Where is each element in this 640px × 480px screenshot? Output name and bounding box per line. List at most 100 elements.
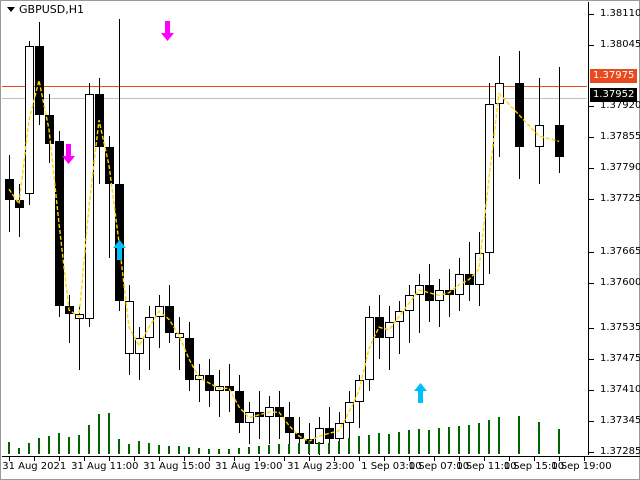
price-tick-label: 1.37665 — [600, 246, 640, 257]
volume-bar — [308, 441, 310, 454]
candle-wick — [559, 67, 560, 174]
time-tick-label: 31 Aug 11:00 — [71, 461, 139, 472]
volume-bar — [448, 427, 450, 454]
volume-bar — [68, 437, 70, 454]
symbol-bar[interactable]: GBPUSD,H1 — [1, 1, 640, 17]
candle-wick — [199, 364, 200, 402]
time-tick — [534, 456, 535, 461]
price-axis[interactable]: 1.38110 1.38045 1.37920 1.37855 1.37790 1.377… — [588, 2, 640, 457]
volume-bar — [278, 444, 280, 454]
volume-bar — [178, 446, 180, 454]
candle-body-up — [85, 93, 94, 320]
time-tick-label: 31 Aug 19:00 — [215, 461, 283, 472]
time-tick — [109, 456, 110, 461]
volume-bar — [408, 430, 410, 454]
candle-wick — [119, 19, 120, 312]
volume-bar — [328, 443, 330, 454]
ask-price-line — [2, 85, 587, 87]
volume-bar — [128, 443, 130, 454]
price-tick — [589, 328, 594, 329]
candle-wick — [79, 306, 80, 370]
symbol-label: GBPUSD,H1 — [19, 2, 84, 16]
time-tick-label: 31 Aug 2021 — [2, 461, 67, 472]
volume-bar — [358, 436, 360, 454]
time-tick — [334, 456, 335, 461]
candle-body-down — [325, 428, 334, 439]
candle-body-down — [555, 125, 564, 158]
sell-arrow-icon — [61, 143, 76, 169]
price-tick-label: 1.38110 — [600, 8, 640, 19]
volume-bar — [58, 433, 60, 454]
candle-body-up — [385, 321, 394, 338]
price-tick — [589, 137, 594, 138]
price-tick — [589, 106, 594, 107]
volume-bar — [158, 444, 160, 454]
candle-wick — [249, 401, 250, 445]
volume-bar — [318, 442, 320, 454]
price-tick — [589, 390, 594, 391]
volume-bar — [98, 413, 100, 454]
chevron-down-icon[interactable] — [7, 6, 15, 12]
time-tick — [84, 456, 85, 461]
time-tick — [259, 456, 260, 461]
volume-bar — [258, 446, 260, 454]
volume-bar — [18, 448, 20, 454]
volume-bar — [458, 426, 460, 454]
volume-bar — [8, 442, 10, 454]
volume-bar — [518, 416, 520, 454]
price-tick-label: 1.37600 — [600, 277, 640, 288]
ask-price-box: 1.37975 — [590, 69, 637, 83]
candle-body-up — [475, 252, 484, 285]
volume-bar — [388, 433, 390, 454]
price-tick — [589, 14, 594, 15]
volume-bar — [28, 443, 30, 454]
candle-body-down — [255, 412, 264, 418]
time-axis[interactable]: 31 Aug 2021 31 Aug 11:00 31 Aug 15:00 31 Au… — [2, 456, 640, 480]
candle-wick — [269, 396, 270, 445]
time-tick — [359, 456, 360, 461]
time-tick — [209, 456, 210, 461]
candle-body-down — [425, 284, 434, 301]
candle-wick — [19, 183, 20, 237]
volume-bar — [348, 438, 350, 454]
chart-plot-area[interactable] — [2, 2, 587, 455]
time-tick — [9, 456, 10, 461]
bid-price-box: 1.37952 — [590, 88, 637, 102]
volume-bar — [218, 448, 220, 454]
volume-bar — [118, 438, 120, 454]
volume-bar — [238, 447, 240, 454]
time-tick-label: 1 Sep 07:00 — [408, 461, 470, 472]
volume-bar — [428, 429, 430, 454]
candle-body-up — [485, 104, 494, 253]
candle-body-down — [285, 417, 294, 434]
time-tick — [584, 456, 585, 461]
price-tick — [589, 359, 594, 360]
time-tick — [484, 456, 485, 461]
volume-bar — [148, 443, 150, 454]
volume-bar — [438, 427, 440, 454]
candle-body-down — [55, 141, 64, 306]
price-tick — [589, 199, 594, 200]
volume-bar — [468, 424, 470, 454]
time-tick — [309, 456, 310, 461]
volume-bar — [198, 448, 200, 454]
candle-wick — [69, 295, 70, 344]
time-tick — [134, 456, 135, 461]
volume-bar — [268, 445, 270, 454]
price-tick — [589, 452, 594, 453]
candle-wick — [109, 136, 110, 259]
time-tick-label: 1 Sep 19:00 — [551, 461, 612, 472]
price-tick-label: 1.38045 — [600, 39, 640, 50]
volume-bar — [398, 432, 400, 454]
candle-wick — [419, 274, 420, 333]
volume-bar — [108, 412, 110, 454]
price-tick-label: 1.37725 — [600, 193, 640, 204]
time-tick-label: 31 Aug 23:00 — [287, 461, 355, 472]
volume-bar — [368, 434, 370, 454]
candle-wick — [439, 279, 440, 328]
volume-bar — [488, 419, 490, 454]
time-tick — [434, 456, 435, 461]
candle-wick — [149, 306, 150, 370]
volume-bar — [418, 428, 420, 454]
candle-body-up — [245, 412, 254, 423]
